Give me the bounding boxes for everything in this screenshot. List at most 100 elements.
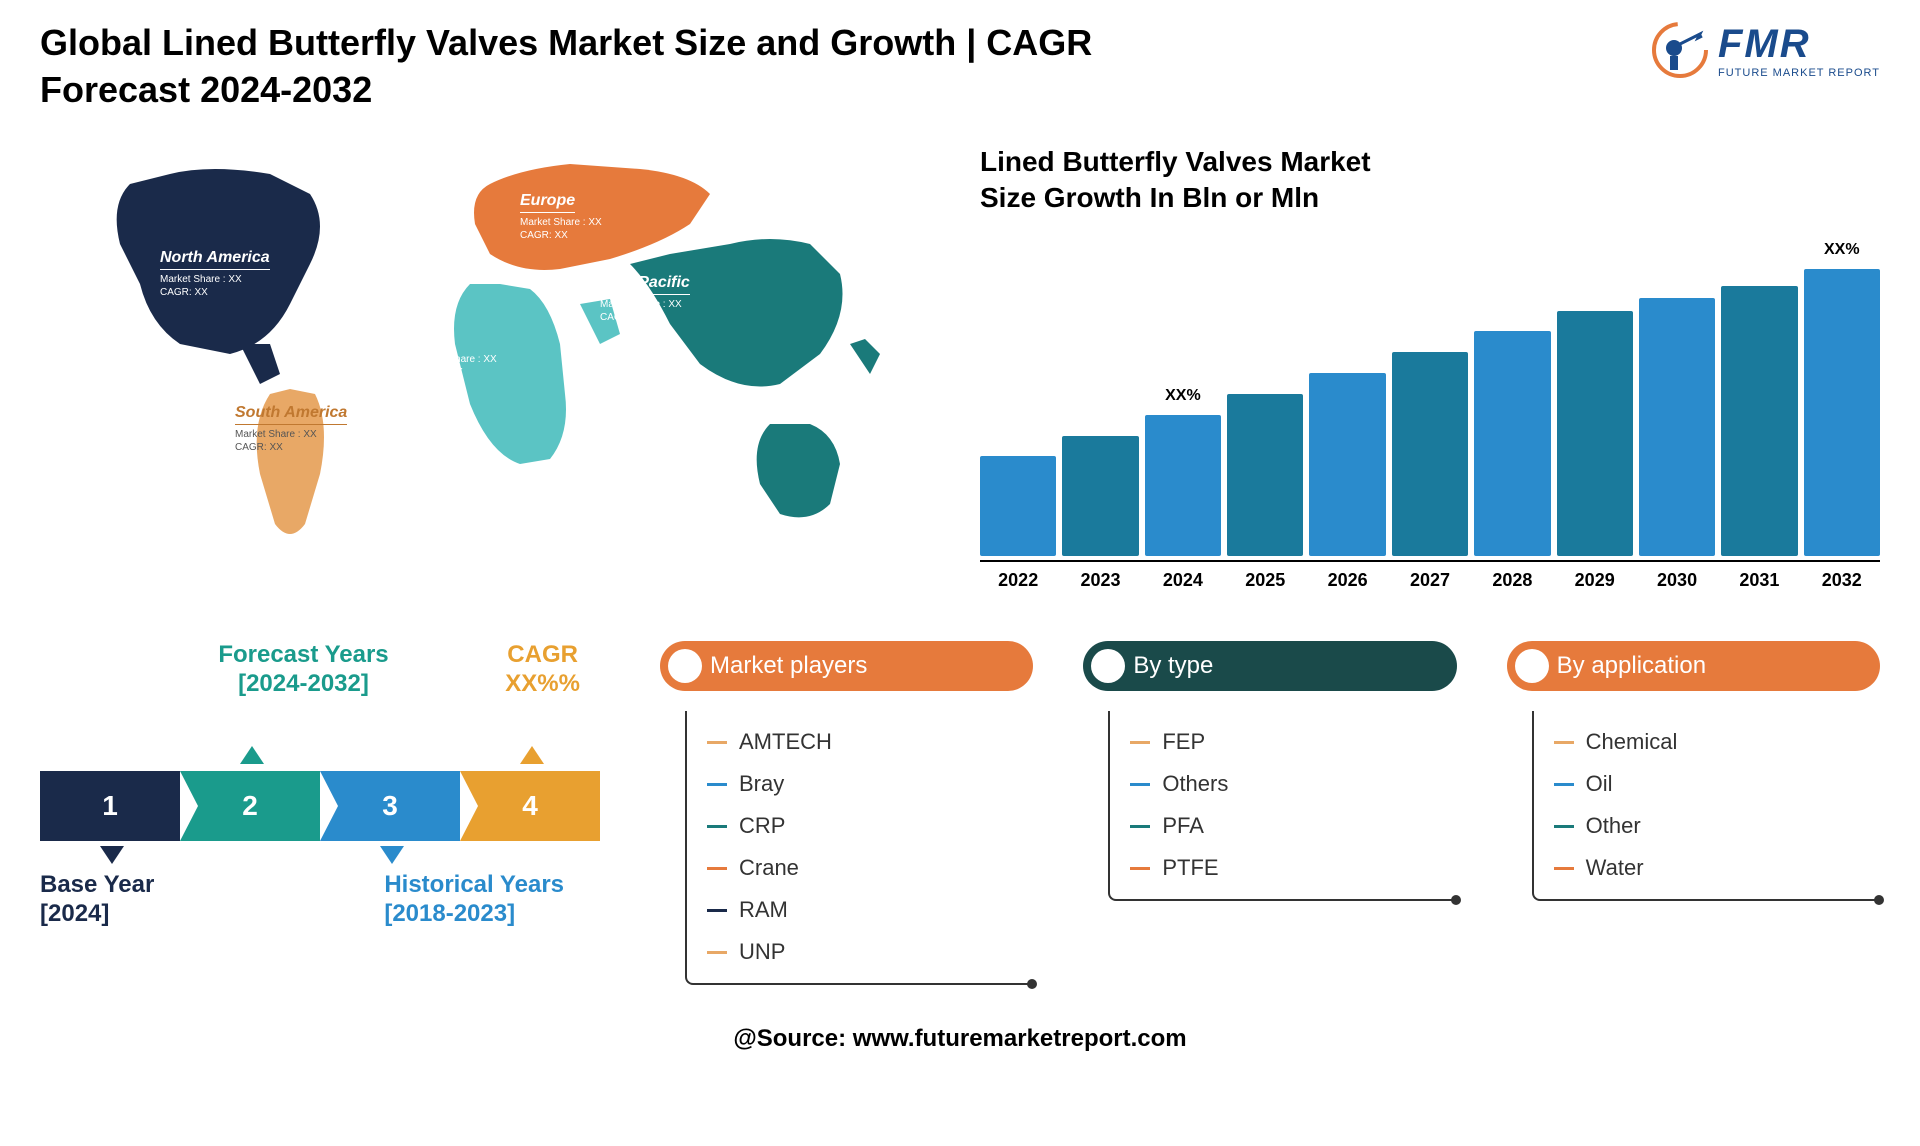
- list-item: CRP: [707, 805, 1033, 847]
- list-item-text: CRP: [739, 813, 785, 839]
- list-item-text: PFA: [1162, 813, 1204, 839]
- bar-2023: [1062, 436, 1138, 557]
- category-header: By application: [1507, 641, 1880, 691]
- bar-chart-section: Lined Butterfly Valves Market Size Growt…: [980, 144, 1880, 592]
- list-item-text: FEP: [1162, 729, 1205, 755]
- bar-rect-2029: [1557, 311, 1633, 557]
- list-item: Others: [1130, 763, 1456, 805]
- x-label-2030: 2030: [1639, 570, 1715, 591]
- bar-rect-2023: [1062, 436, 1138, 557]
- header: Global Lined Butterfly Valves Market Siz…: [40, 20, 1880, 114]
- bar-rect-2032: XX%: [1804, 269, 1880, 557]
- x-label-2023: 2023: [1062, 570, 1138, 591]
- x-label-2025: 2025: [1227, 570, 1303, 591]
- bar-rect-2026: [1309, 373, 1385, 556]
- bar-rect-2030: [1639, 298, 1715, 556]
- bottom-section: Forecast Years [2024-2032] CAGR XX%% 1 2…: [40, 641, 1880, 985]
- tick-icon: [1554, 825, 1574, 828]
- bar-2025: [1227, 394, 1303, 557]
- list-item: AMTECH: [707, 721, 1033, 763]
- tick-icon: [1554, 741, 1574, 744]
- category-0: Market players AMTECH Bray CRP Crane RAM UNP: [660, 641, 1033, 985]
- bar-2031: [1721, 286, 1797, 557]
- base-year-label: Base Year [2024]: [40, 871, 154, 929]
- bar-value-label: XX%: [1824, 241, 1860, 259]
- cagr-label: CAGR XX%%: [505, 641, 580, 699]
- bar-2026: [1309, 373, 1385, 556]
- tick-icon: [707, 783, 727, 786]
- bar-rect-2022: [980, 456, 1056, 556]
- bar-2032: XX%: [1804, 269, 1880, 557]
- timeline-seg-4: 4: [460, 771, 600, 841]
- label-north-america: North America Market Share : XX CAGR: XX: [160, 249, 270, 299]
- x-label-2027: 2027: [1392, 570, 1468, 591]
- list-item-text: PTFE: [1162, 855, 1218, 881]
- category-header: By type: [1083, 641, 1456, 691]
- list-item-text: Other: [1586, 813, 1641, 839]
- timeline-seg-1: 1: [40, 771, 180, 841]
- bar-rect-2025: [1227, 394, 1303, 557]
- arrow-up-forecast: [240, 746, 264, 764]
- bar-rect-2031: [1721, 286, 1797, 557]
- tick-icon: [1554, 867, 1574, 870]
- source-text: @Source: www.futuremarketreport.com: [40, 1025, 1880, 1053]
- timeline-top-labels: Forecast Years [2024-2032] CAGR XX%%: [40, 641, 600, 699]
- timeline: Forecast Years [2024-2032] CAGR XX%% 1 2…: [40, 641, 600, 961]
- label-south-america: South America Market Share : XX CAGR: XX: [235, 404, 347, 454]
- list-item-text: UNP: [739, 939, 785, 965]
- list-item: Chemical: [1554, 721, 1880, 763]
- list-item: RAM: [707, 889, 1033, 931]
- x-label-2024: 2024: [1145, 570, 1221, 591]
- forecast-label: Forecast Years [2024-2032]: [218, 641, 388, 699]
- arrow-up-cagr: [520, 746, 544, 764]
- logo-fmr: FMR: [1718, 22, 1880, 67]
- x-label-2026: 2026: [1309, 570, 1385, 591]
- list-item: Water: [1554, 847, 1880, 889]
- tick-icon: [1554, 783, 1574, 786]
- list-item: PTFE: [1130, 847, 1456, 889]
- logo-text: FMR FUTURE MARKET REPORT: [1718, 22, 1880, 79]
- label-asia-pacific: Asia Pacific Market Share : XX CAGR: XX: [600, 274, 690, 324]
- list-item: UNP: [707, 931, 1033, 973]
- bar-2028: [1474, 331, 1550, 556]
- tick-icon: [707, 867, 727, 870]
- bar-2029: [1557, 311, 1633, 557]
- bar-value-label: XX%: [1165, 387, 1201, 405]
- category-list: Chemical Oil Other Water: [1532, 711, 1880, 901]
- list-item: Bray: [707, 763, 1033, 805]
- category-1: By type FEP Others PFA PTFE: [1083, 641, 1456, 985]
- category-list: FEP Others PFA PTFE: [1108, 711, 1456, 901]
- logo-sub: FUTURE MARKET REPORT: [1718, 67, 1880, 79]
- x-label-2028: 2028: [1474, 570, 1550, 591]
- x-label-2032: 2032: [1804, 570, 1880, 591]
- list-item: Crane: [707, 847, 1033, 889]
- bar-2022: [980, 456, 1056, 556]
- tick-icon: [707, 741, 727, 744]
- list-item-text: AMTECH: [739, 729, 832, 755]
- historical-label: Historical Years [2018-2023]: [384, 871, 564, 929]
- tick-icon: [1130, 825, 1150, 828]
- list-item-text: Water: [1586, 855, 1644, 881]
- arrow-down-base: [100, 846, 124, 864]
- x-label-2029: 2029: [1557, 570, 1633, 591]
- bar-2027: [1392, 352, 1468, 556]
- top-section: North America Market Share : XX CAGR: XX…: [40, 144, 1880, 592]
- tick-icon: [707, 825, 727, 828]
- list-item-text: Bray: [739, 771, 784, 797]
- x-label-2022: 2022: [980, 570, 1056, 591]
- tick-icon: [707, 951, 727, 954]
- chart-baseline: [980, 560, 1880, 562]
- list-item: Oil: [1554, 763, 1880, 805]
- label-europe: Europe Market Share : XX CAGR: XX: [520, 192, 602, 242]
- list-item-text: Crane: [739, 855, 799, 881]
- world-map: North America Market Share : XX CAGR: XX…: [40, 144, 940, 564]
- list-item-text: Chemical: [1586, 729, 1678, 755]
- timeline-seg-2: 2: [180, 771, 320, 841]
- tick-icon: [1130, 741, 1150, 744]
- label-mea: MEA Market Share : XX CAGR: XX: [415, 329, 497, 379]
- category-list: AMTECH Bray CRP Crane RAM UNP: [685, 711, 1033, 985]
- bar-rect-2028: [1474, 331, 1550, 556]
- tick-icon: [1130, 783, 1150, 786]
- category-header: Market players: [660, 641, 1033, 691]
- list-item-text: Others: [1162, 771, 1228, 797]
